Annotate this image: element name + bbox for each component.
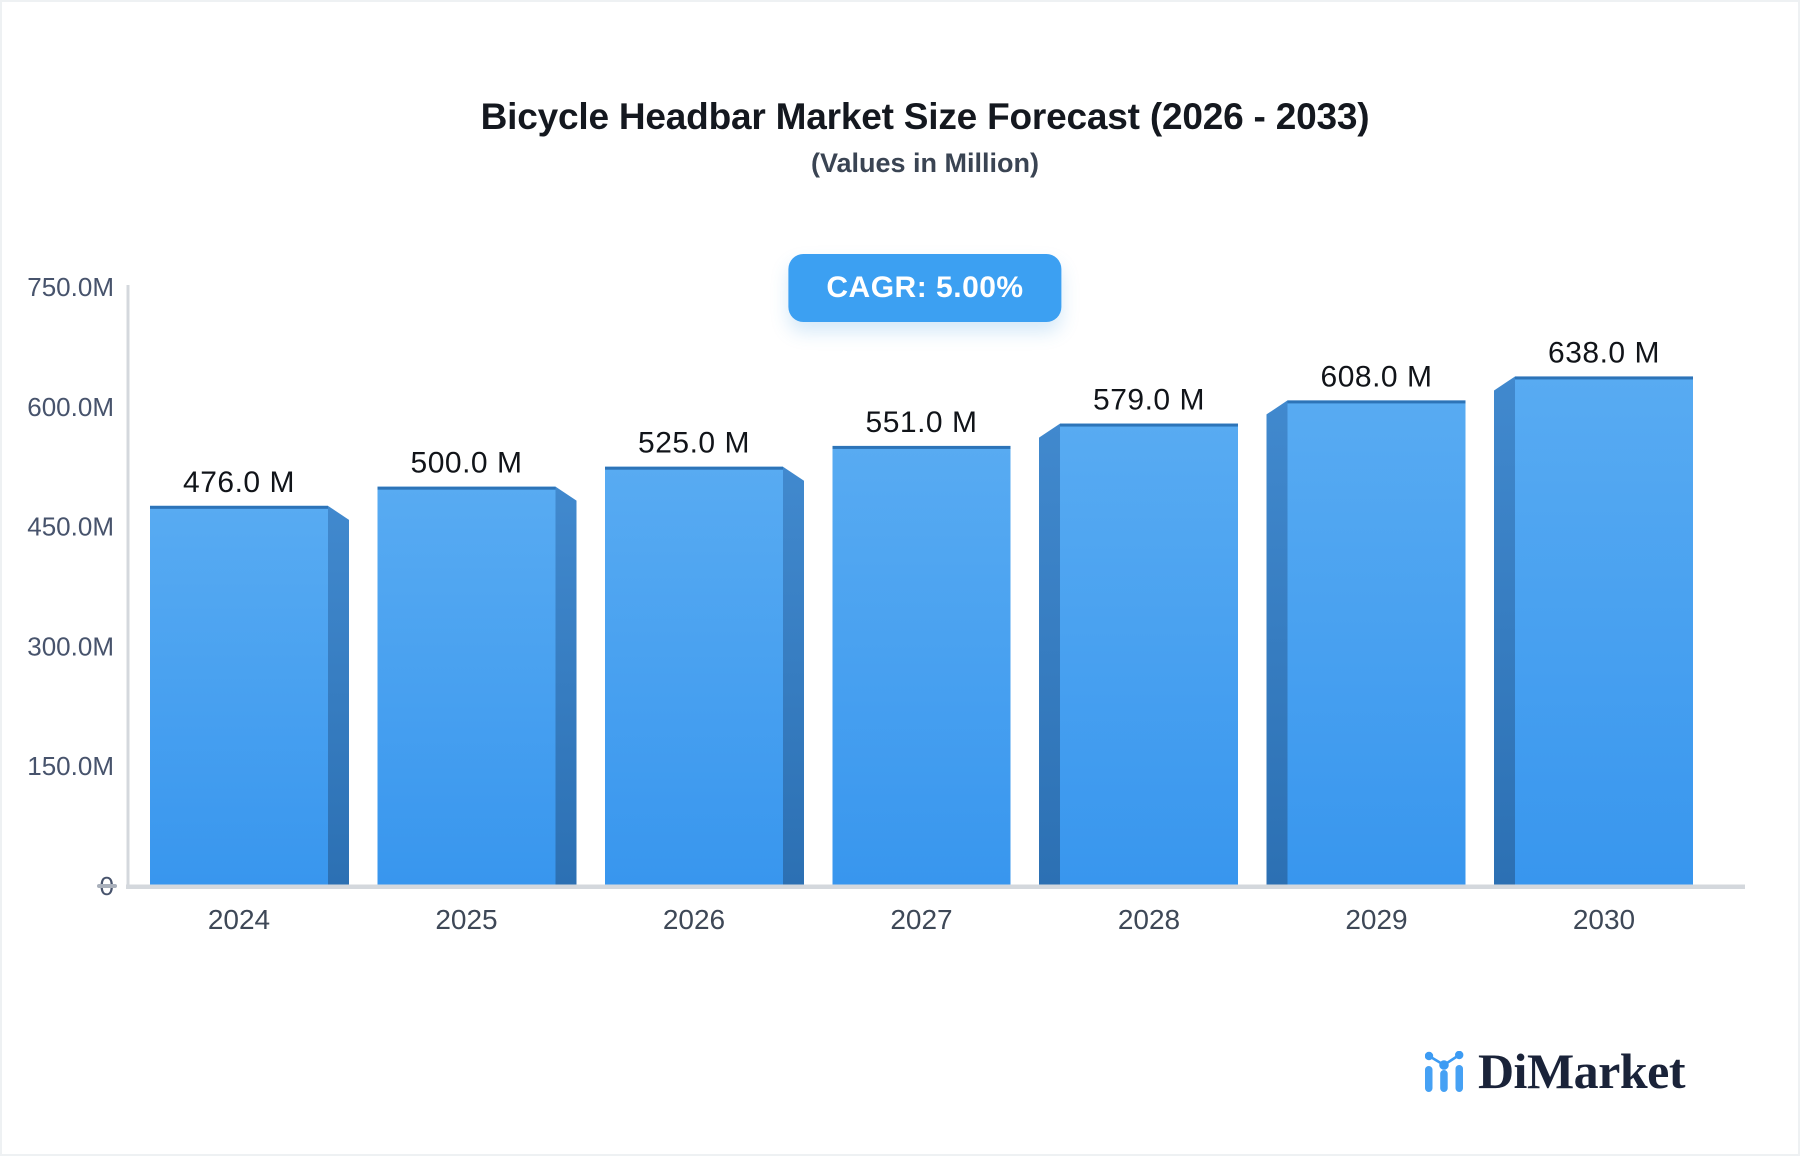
bar-front — [1287, 400, 1466, 886]
bar-front — [150, 505, 328, 886]
chart-subtitle: (Values in Million) — [810, 148, 1040, 178]
bar-top-edge — [1515, 376, 1693, 380]
bar-side — [1494, 376, 1515, 886]
bar-top-edge — [605, 466, 783, 470]
brand-logo: DiMarket — [1424, 1043, 1686, 1099]
chart-title: Bicycle Headbar Market Size Forecast (20… — [480, 96, 1370, 137]
bar-top-edge — [832, 445, 1011, 449]
x-axis-label: 2024 — [208, 904, 270, 935]
bar-front — [377, 486, 556, 886]
bar-value-label: 579.0 M — [1093, 384, 1205, 417]
bar-value-label: 476.0 M — [183, 466, 295, 499]
bar-side — [328, 505, 349, 886]
cagr-badge: CAGR: 5.00% — [788, 254, 1062, 322]
bar-front — [605, 466, 783, 886]
y-axis-label: 750.0M — [27, 272, 114, 302]
y-axis-label: 150.0M — [27, 751, 114, 781]
bar-chart-logo-icon — [1424, 1051, 1464, 1092]
bar-top-edge — [150, 505, 328, 509]
bar-front — [1060, 423, 1238, 886]
y-axis-label: 300.0M — [27, 631, 114, 661]
x-axis-line — [126, 884, 1745, 889]
bar-side — [1266, 400, 1288, 886]
bar-side — [555, 486, 577, 886]
y-axis-label: 600.0M — [27, 392, 114, 422]
zero-tick — [97, 884, 117, 888]
bar-top-edge — [1287, 400, 1466, 404]
x-axis-label: 2028 — [1118, 904, 1180, 935]
bar-value-label: 525.0 M — [638, 427, 750, 460]
bar-top-edge — [1060, 423, 1238, 427]
x-axis-label: 2029 — [1345, 904, 1407, 935]
bar-front — [1515, 376, 1693, 886]
y-axis-label: 450.0M — [27, 512, 114, 542]
bar-side — [1039, 423, 1060, 886]
x-axis-label: 2026 — [663, 904, 725, 935]
x-axis-label: 2030 — [1573, 904, 1635, 935]
brand-logo-text: DiMarket — [1477, 1043, 1686, 1099]
bar-value-label: 500.0 M — [411, 447, 523, 480]
y-axis-line — [126, 285, 130, 889]
bar-value-label: 638.0 M — [1548, 336, 1660, 369]
bar-value-label: 551.0 M — [866, 406, 978, 439]
bar-front — [832, 445, 1011, 886]
bar-top-edge — [377, 486, 556, 490]
x-axis-label: 2027 — [890, 904, 952, 935]
x-axis-label: 2025 — [435, 904, 497, 935]
bar-side — [783, 466, 804, 886]
bar-value-label: 608.0 M — [1321, 360, 1433, 393]
